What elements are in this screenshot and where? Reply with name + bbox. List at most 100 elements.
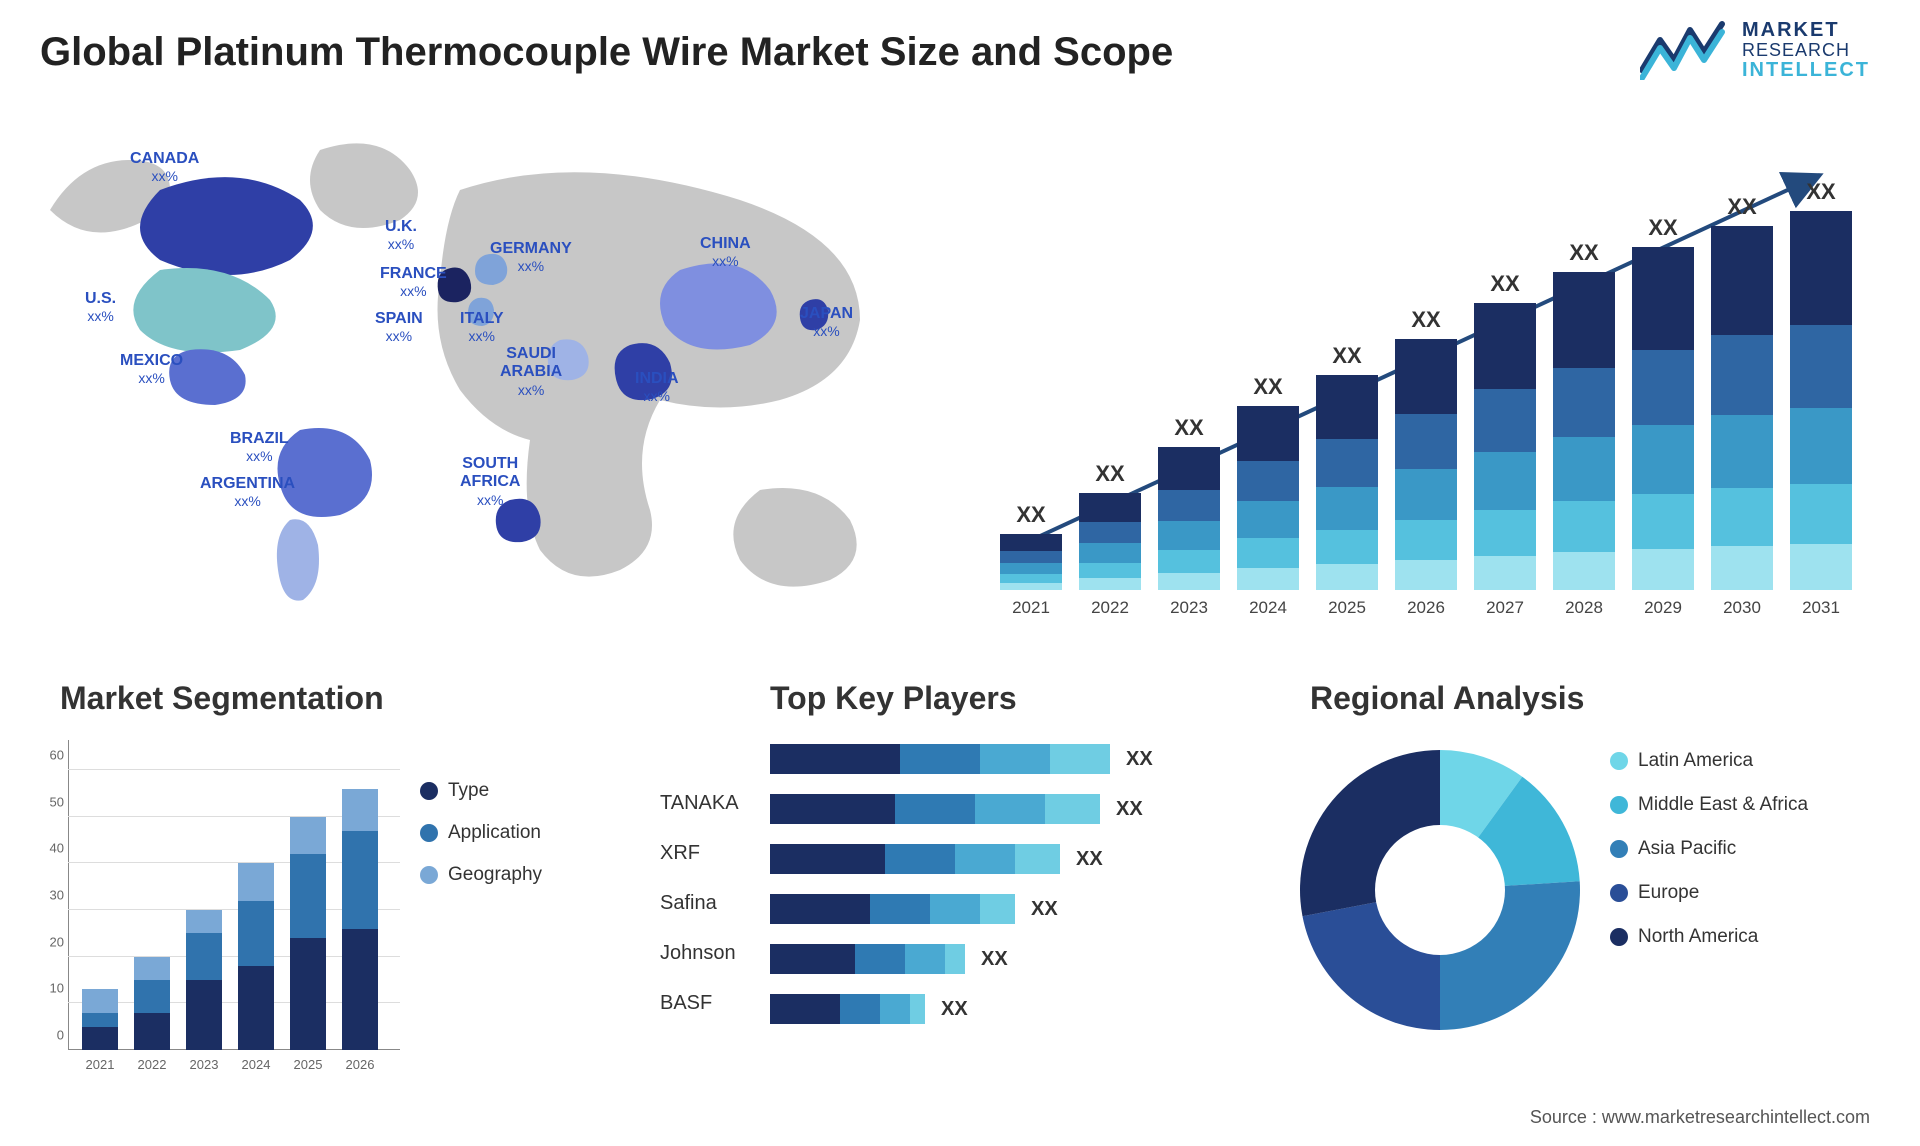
growth-year-label: 2024 (1237, 598, 1299, 618)
growth-bar (1711, 226, 1773, 590)
map-label-name: U.S. (85, 290, 116, 307)
world-map: CANADAxx%U.S.xx%MEXICOxx%BRAZILxx%ARGENT… (40, 130, 940, 660)
map-label-name: ITALY (460, 310, 504, 327)
seg-bar-segment (186, 933, 222, 980)
map-label: FRANCExx% (380, 265, 447, 299)
legend-dot-icon (420, 824, 438, 842)
growth-year-label: 2025 (1316, 598, 1378, 618)
segmentation-legend: TypeApplicationGeography (420, 780, 542, 906)
growth-top-label: XX (1158, 415, 1220, 441)
region-legend-label: Europe (1638, 882, 1699, 904)
growth-top-label: XX (1237, 374, 1299, 400)
segmentation-title: Market Segmentation (60, 680, 660, 717)
seg-year-label: 2026 (342, 1057, 378, 1072)
seg-legend-label: Type (448, 780, 489, 802)
map-label-name: SPAIN (375, 310, 423, 327)
seg-bar (134, 957, 170, 1050)
map-label-pct: xx% (380, 283, 447, 299)
player-bar-segment (770, 844, 885, 874)
legend-dot-icon (1610, 840, 1628, 858)
region-legend-label: Asia Pacific (1638, 838, 1736, 860)
growth-bar-segment (1553, 437, 1615, 501)
map-label-pct: xx% (85, 308, 116, 324)
world-map-silhouette (40, 130, 940, 660)
seg-bar (82, 989, 118, 1050)
player-value-label: XX (1116, 798, 1143, 821)
source-attribution: Source : www.marketresearchintellect.com (1530, 1107, 1870, 1128)
logo: MARKET RESEARCH INTELLECT (1640, 20, 1870, 81)
seg-bar (342, 789, 378, 1050)
seg-legend-label: Geography (448, 864, 542, 886)
growth-bar (1237, 406, 1299, 591)
growth-bar-segment (1158, 573, 1220, 590)
map-label: U.K.xx% (385, 218, 417, 252)
player-bar-segment (980, 894, 1015, 924)
map-label-pct: xx% (500, 382, 562, 398)
map-label-pct: xx% (800, 323, 853, 339)
region-legend-label: Middle East & Africa (1638, 794, 1808, 816)
map-label-pct: xx% (130, 168, 199, 184)
growth-bar-segment (1237, 538, 1299, 568)
growth-bar-segment (1316, 564, 1378, 590)
growth-bar-segment (1316, 530, 1378, 564)
map-label-pct: xx% (490, 258, 572, 274)
map-label: INDIAxx% (635, 370, 679, 404)
growth-bar-segment (1000, 551, 1062, 563)
player-value-label: XX (1031, 898, 1058, 921)
seg-bar-segment (290, 817, 326, 854)
growth-bar-segment (1395, 560, 1457, 590)
map-label-pct: xx% (120, 370, 183, 386)
legend-dot-icon (420, 866, 438, 884)
seg-ytick: 20 (40, 934, 64, 949)
player-row: XX (770, 940, 1290, 978)
logo-text-line3: INTELLECT (1742, 60, 1870, 81)
player-name-label: BASF (660, 992, 780, 1042)
region-legend-label: North America (1638, 926, 1758, 948)
seg-bar-segment (290, 938, 326, 1050)
growth-bar-segment (1553, 368, 1615, 438)
growth-bar-segment (1474, 556, 1536, 590)
map-label: SPAINxx% (375, 310, 423, 344)
growth-bar-segment (1474, 303, 1536, 389)
player-bar-segment (900, 744, 980, 774)
legend-dot-icon (1610, 752, 1628, 770)
player-value-label: XX (981, 948, 1008, 971)
player-name-label: XRF (660, 842, 780, 892)
player-bar-segment (855, 944, 905, 974)
growth-bar-segment (1079, 563, 1141, 579)
player-row: XX (770, 990, 1290, 1028)
growth-bar-segment (1158, 550, 1220, 573)
players-section: Top Key Players XXXXXXXXXXXX TANAKAXRFSa… (770, 680, 1290, 717)
map-label: SAUDIARABIAxx% (500, 345, 562, 398)
map-label-name: MEXICO (120, 352, 183, 369)
growth-top-label: XX (1395, 307, 1457, 333)
player-bar-segment (1045, 794, 1100, 824)
player-bar-segment (930, 894, 980, 924)
map-label-name: JAPAN (800, 305, 853, 322)
growth-bar (1553, 272, 1615, 590)
growth-bar-segment (1395, 469, 1457, 519)
region-legend-label: Latin America (1638, 750, 1753, 772)
map-label-name: FRANCE (380, 265, 447, 282)
player-bar-segment (895, 794, 975, 824)
growth-bar-segment (1711, 415, 1773, 488)
seg-bar-segment (342, 831, 378, 929)
growth-bar (1079, 493, 1141, 590)
growth-year-label: 2031 (1790, 598, 1852, 618)
growth-bar-segment (1000, 574, 1062, 583)
region-legend-item: Asia Pacific (1610, 838, 1808, 860)
growth-year-label: 2029 (1632, 598, 1694, 618)
growth-bar-segment (1000, 534, 1062, 551)
growth-bar-segment (1790, 325, 1852, 408)
growth-top-label: XX (1000, 502, 1062, 528)
growth-year-label: 2027 (1474, 598, 1536, 618)
seg-bar-segment (186, 910, 222, 933)
seg-bar-segment (134, 1013, 170, 1050)
seg-bar-segment (238, 863, 274, 900)
growth-bar-segment (1790, 408, 1852, 484)
growth-bar-segment (1395, 339, 1457, 414)
growth-top-label: XX (1711, 194, 1773, 220)
growth-top-label: XX (1553, 240, 1615, 266)
regional-donut (1290, 740, 1590, 1040)
growth-bar-segment (1790, 211, 1852, 325)
